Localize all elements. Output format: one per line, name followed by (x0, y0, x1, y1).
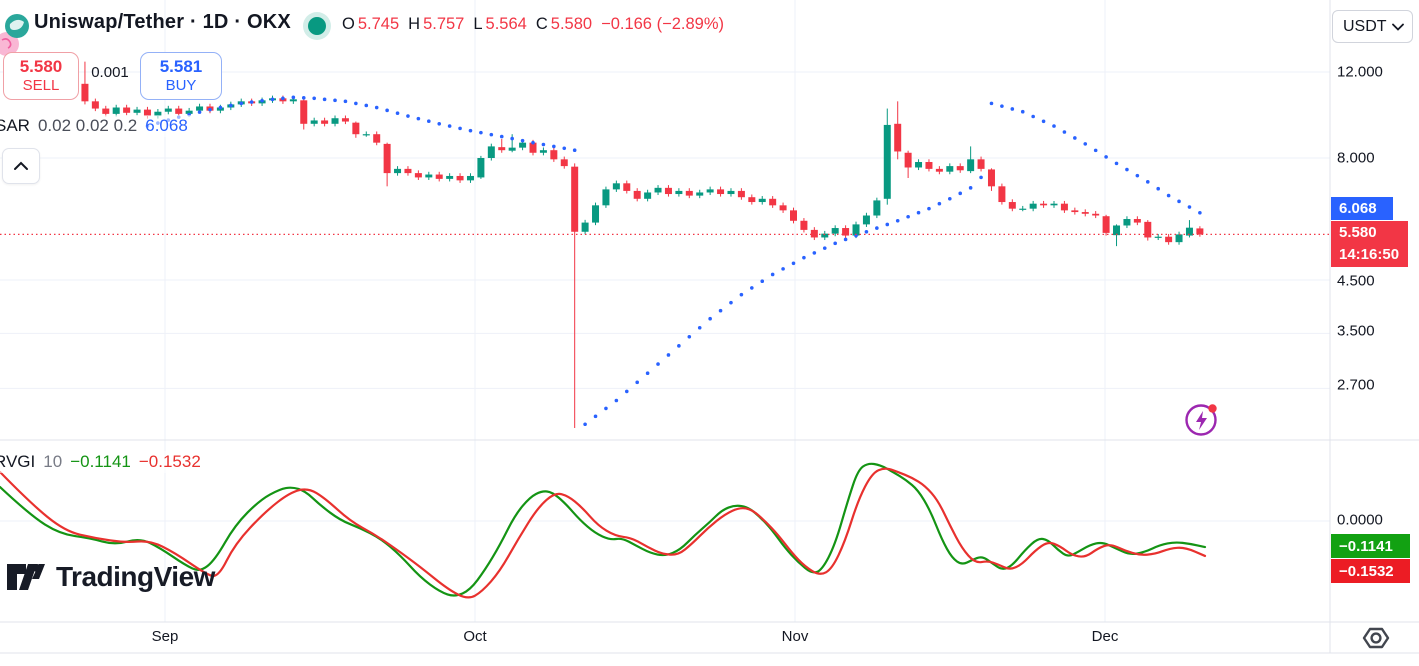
price-axis-label: 0.0000 (1337, 511, 1383, 529)
open-value: 5.745 (357, 15, 400, 33)
price-axis-label: 2.700 (1337, 376, 1375, 394)
gear-icon (1362, 627, 1390, 649)
last-price-value: 5.580 (1339, 224, 1377, 242)
high-label: H (408, 15, 421, 33)
low-label: L (473, 15, 483, 33)
sar-value: 6.068 (145, 116, 188, 135)
candlestick-series (8, 58, 1204, 428)
rvgi-name: RVGI (0, 452, 36, 471)
rvgi-indicator-legend: RVGI 10 −0.1141 −0.1532 (0, 451, 207, 473)
sell-label: SELL (22, 77, 60, 95)
bar-countdown: 14:16:50 (1339, 246, 1400, 263)
sar-name: SAR (0, 116, 30, 135)
price-axis-label: 8.000 (1337, 149, 1375, 167)
notification-dot (1208, 404, 1217, 413)
high-value: 5.757 (423, 15, 465, 33)
symbol-title[interactable]: Uniswap/Tether · 1D · OKX (34, 11, 291, 33)
time-axis-label: Sep (151, 628, 179, 645)
tradingview-watermark: TradingView (6, 560, 215, 594)
price-axis-label: 12.000 (1337, 63, 1383, 81)
rvgi-signal-value: −0.1532 (138, 452, 201, 471)
rvgi-main-badge: −0.1141 (1331, 534, 1410, 558)
sell-price: 5.580 (19, 57, 63, 76)
currency-label: USDT (1343, 17, 1387, 35)
lightning-bolt-icon (1196, 411, 1207, 430)
rvgi-param: 10 (43, 452, 63, 471)
lightning-circle-icon (1185, 404, 1217, 436)
watermark-text: TradingView (56, 561, 215, 592)
change-value: −0.166 (−2.89%) (601, 15, 724, 33)
rvgi-main-value: −0.1141 (70, 452, 131, 471)
sar-price-badge: 6.068 (1331, 197, 1393, 220)
open-label: O (342, 15, 355, 33)
buy-label: BUY (165, 77, 197, 95)
tradingview-logo-icon (7, 564, 45, 590)
time-axis-label: Oct (463, 628, 487, 645)
sell-button[interactable]: 5.580 SELL (3, 52, 79, 100)
spread-value: 0.001 (91, 64, 129, 81)
sar-params: 0.02 0.02 0.2 (37, 116, 138, 135)
rvgi-indicator-lines (0, 462, 1207, 599)
ohlc-values: O 5.745 H 5.757 L 5.564 C 5.580 −0.166 (−2.8… (342, 15, 724, 34)
buy-price: 5.581 (159, 57, 203, 76)
boost-button[interactable] (1184, 402, 1220, 438)
uniswap-coin-icon (0, 32, 19, 56)
low-value: 5.564 (485, 15, 527, 33)
parabolic-sar-dots (145, 95, 1202, 427)
pair-logo (0, 14, 29, 56)
close-value: 5.580 (550, 15, 593, 33)
chevron-up-icon (14, 161, 28, 170)
time-axis-label: Dec (1091, 628, 1119, 645)
rvgi-signal-badge: −0.1532 (1331, 559, 1410, 583)
close-label: C (535, 15, 548, 33)
price-axis-label: 3.500 (1337, 322, 1375, 340)
chevron-down-icon (1392, 23, 1404, 31)
time-axis-label: Nov (781, 628, 809, 645)
buy-button[interactable]: 5.581 BUY (140, 52, 222, 100)
collapse-panel-button[interactable] (2, 148, 40, 184)
currency-selector[interactable]: USDT (1332, 10, 1413, 43)
price-axis-label: 4.500 (1337, 272, 1375, 290)
axis-settings-button[interactable] (1361, 624, 1391, 652)
last-price-badge: 5.580 14:16:50 (1331, 221, 1408, 267)
market-status-icon (308, 17, 326, 35)
sar-indicator-legend: SAR 0.02 0.02 0.2 6.068 (0, 115, 194, 137)
